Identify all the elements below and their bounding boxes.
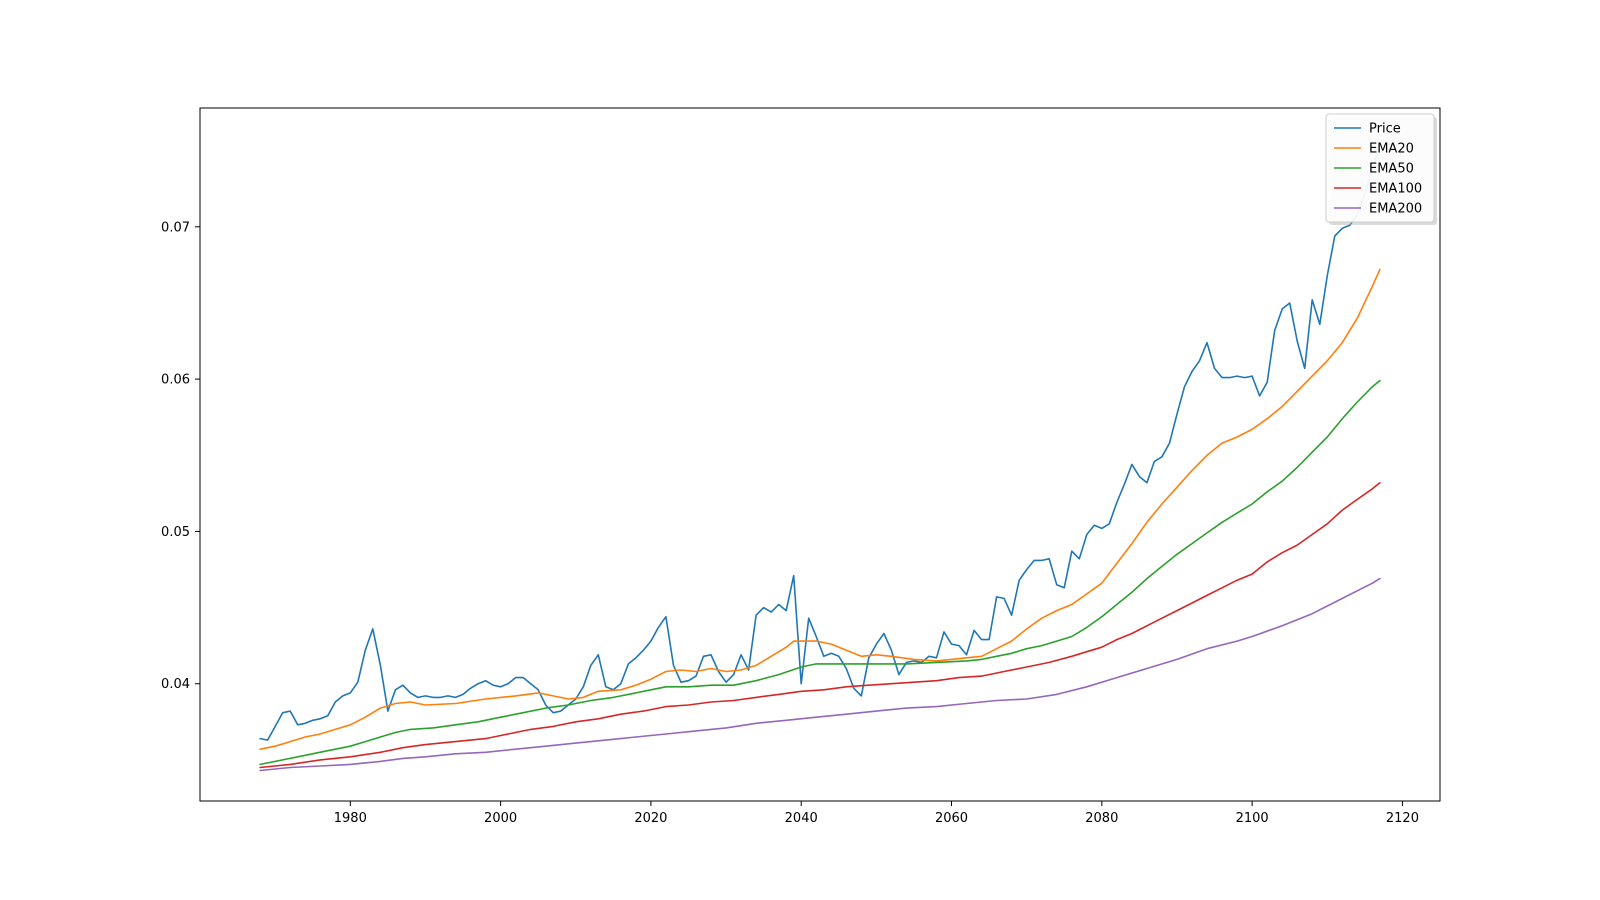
series-line-price xyxy=(259,142,1381,741)
legend-entry-price: Price xyxy=(1334,122,1401,137)
plot-area xyxy=(200,108,1440,801)
legend: Price EMA20 EMA50 EMA100 EMA200 xyxy=(1325,113,1437,225)
series-line-ema20 xyxy=(259,268,1381,751)
legend-label: EMA50 xyxy=(1369,162,1414,177)
x-tick-label: 2040 xyxy=(785,811,818,826)
legend-entry-ema100: EMA100 xyxy=(1334,182,1422,197)
y-axis: 0.04 0.05 0.06 0.07 xyxy=(161,220,200,692)
series-line-ema50 xyxy=(259,379,1381,766)
x-tick-label: 2100 xyxy=(1236,811,1269,826)
x-tick-label: 2060 xyxy=(935,811,968,826)
legend-entry-ema20: EMA20 xyxy=(1334,142,1414,157)
legend-label: EMA200 xyxy=(1369,202,1422,217)
legend-entry-ema50: EMA50 xyxy=(1334,162,1414,177)
legend-label: EMA20 xyxy=(1369,142,1414,157)
x-tick-label: 2080 xyxy=(1085,811,1118,826)
series-group xyxy=(259,142,1381,772)
x-tick-label: 2000 xyxy=(484,811,517,826)
y-tick-label: 0.07 xyxy=(161,220,190,235)
y-tick-label: 0.05 xyxy=(161,525,190,540)
legend-label: EMA100 xyxy=(1369,182,1422,197)
plot-border xyxy=(199,107,1441,802)
legend-label: Price xyxy=(1369,122,1401,137)
legend-box xyxy=(1325,113,1435,223)
legend-entry-ema200: EMA200 xyxy=(1334,202,1422,217)
x-tick-label: 1980 xyxy=(334,811,367,826)
x-tick-label: 2120 xyxy=(1386,811,1419,826)
x-tick-label: 2020 xyxy=(634,811,667,826)
y-tick-label: 0.06 xyxy=(161,373,190,388)
series-line-ema100 xyxy=(259,481,1381,769)
y-tick-label: 0.04 xyxy=(161,677,190,692)
series-line-ema200 xyxy=(259,577,1381,772)
x-axis: 1980 2000 2020 2040 2060 2080 2100 2120 xyxy=(334,801,1419,826)
